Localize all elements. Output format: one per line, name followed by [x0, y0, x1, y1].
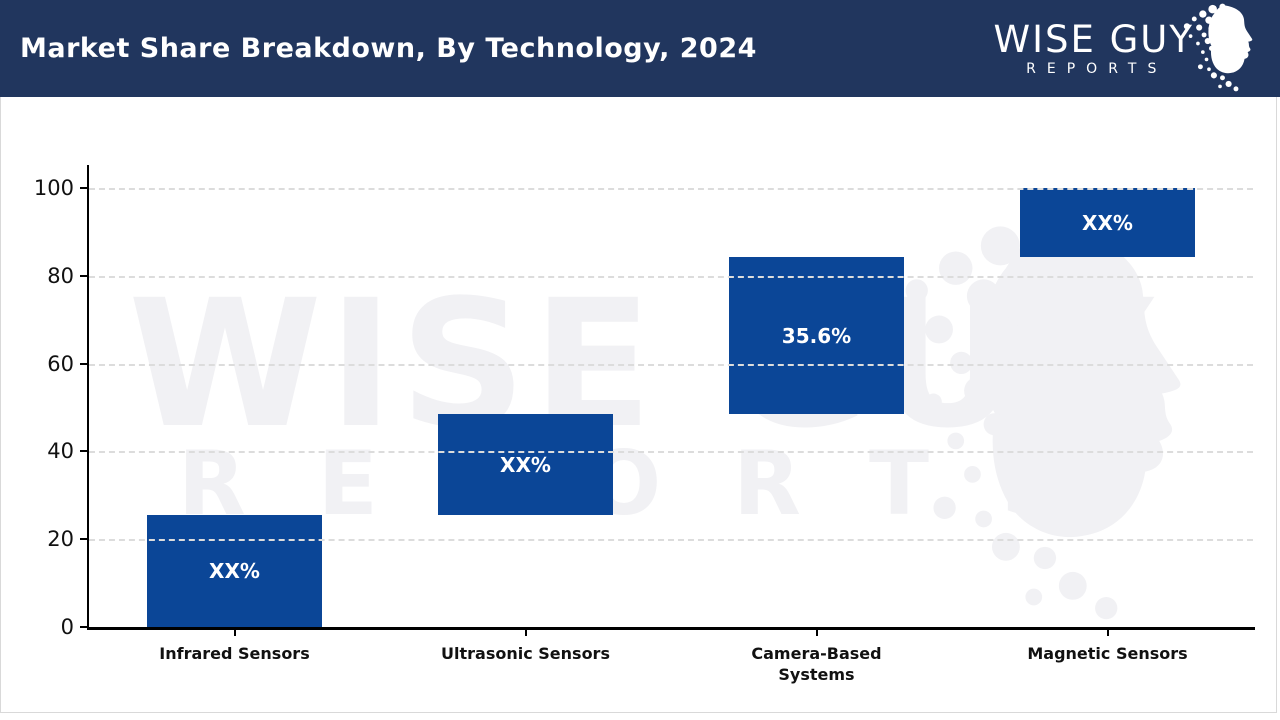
x-tick-mark-2: [815, 628, 818, 636]
y-axis-line: [87, 165, 89, 630]
x-tick-mark-1: [524, 628, 527, 636]
bar-value-label: XX%: [1082, 210, 1133, 235]
gridline-y-100: [89, 188, 1253, 190]
y-tick-mark-0: [80, 626, 88, 628]
plot-area: 0 20 40 60 80 100 XX% Infrared Sensors XX% Ultras…: [34, 176, 1253, 684]
x-tick-mark-0: [233, 628, 236, 636]
gridline-y-80: [89, 275, 1253, 278]
brand-logo-text: WISE GUY REPORTS: [993, 17, 1194, 77]
y-tick-mark-20: [80, 538, 88, 541]
y-tick-mark-80: [80, 274, 88, 277]
y-tick-label-40: 40: [47, 439, 74, 464]
page-title: Market Share Breakdown, By Technology, 2…: [20, 33, 757, 64]
x-axis-line: [87, 627, 1255, 630]
header-bar: Market Share Breakdown, By Technology, 2…: [0, 0, 1280, 97]
bar-infrared-sensors: XX%: [146, 515, 323, 627]
y-tick-label-60: 60: [47, 351, 74, 376]
bar-value-label: XX%: [209, 559, 260, 584]
y-tick-label-100: 100: [33, 176, 74, 200]
x-category-label-2: Camera-Based Systems: [751, 644, 882, 684]
y-tick-label-0: 0: [60, 615, 74, 639]
x-category-label-0: Infrared Sensors: [159, 644, 310, 663]
y-tick-label-80: 80: [47, 263, 74, 288]
bar-magnetic-sensors: XX%: [1019, 188, 1196, 258]
brand-head-icon: [1183, 3, 1253, 91]
y-tick-label-20: 20: [47, 527, 74, 552]
brand-subtitle: REPORTS: [1026, 60, 1168, 77]
x-category-label-3: Magnetic Sensors: [1027, 644, 1188, 663]
bar-value-label: 35.6%: [781, 323, 852, 348]
watermark-text-line2: REPORTS: [178, 432, 1137, 535]
x-tick-mark-3: [1106, 628, 1109, 636]
gridline-y-60: [89, 363, 1253, 366]
bar-ultrasonic-sensors: XX%: [437, 413, 614, 516]
y-tick-mark-40: [80, 450, 88, 453]
y-tick-mark-60: [80, 362, 88, 365]
gridline-y-40: [89, 451, 1253, 454]
y-tick-mark-100: [80, 187, 88, 189]
brand-name: WISE GUY: [993, 17, 1194, 61]
bar-camera-based-systems: 35.6%: [728, 257, 905, 414]
gridline-y-20: [89, 539, 1253, 542]
brand-logo: WISE GUY REPORTS: [994, 0, 1280, 97]
bar-value-label: XX%: [500, 452, 551, 477]
x-category-label-1: Ultrasonic Sensors: [441, 644, 610, 663]
